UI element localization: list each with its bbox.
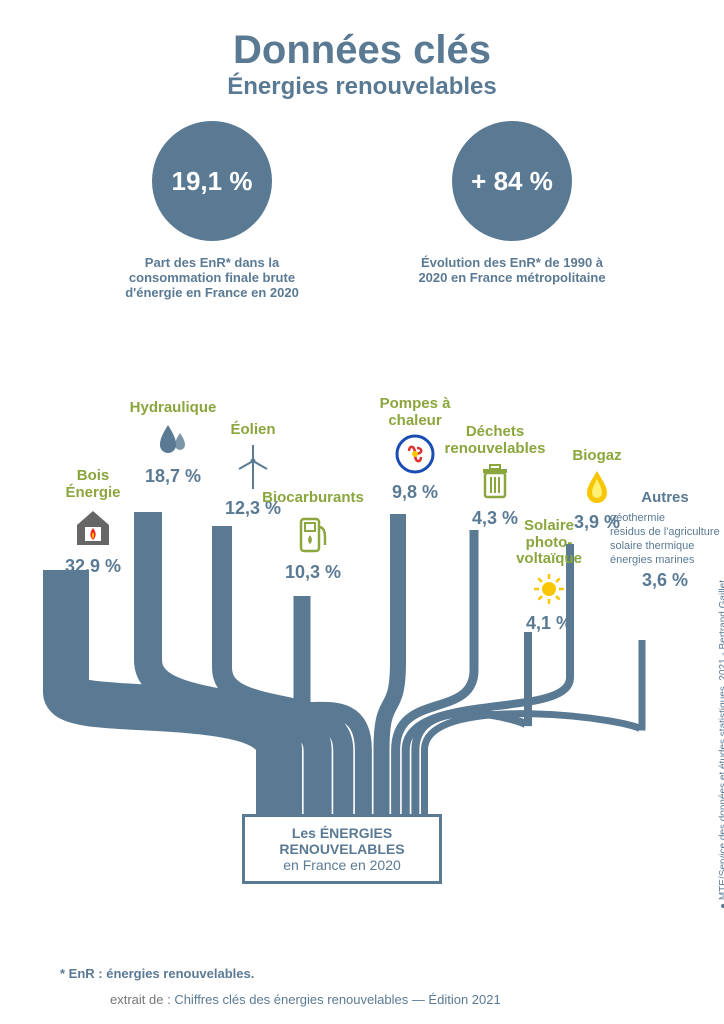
sankey-diagram: Les ÉNERGIES RENOUVELABLES en France en … (0, 340, 724, 900)
branch-label-biogaz: Biogaz (542, 448, 652, 465)
house-flame-icon (71, 505, 115, 554)
branch-label-autres: Autres (610, 490, 720, 507)
sink-line3: en France en 2020 (251, 857, 433, 873)
heat-pump-icon (394, 433, 436, 480)
flow-autres (425, 640, 643, 814)
branch-pct-biocarburants: 10,3 % (258, 562, 368, 583)
branch-pct-autres: 3,6 % (610, 570, 720, 591)
source-text: Chiffres clés des énergies renouvelables… (174, 992, 500, 1007)
source-line: extrait de : Chiffres clés des énergies … (110, 992, 501, 1007)
branch-dechets: Déchetsrenouvelables 4,3 % (440, 424, 550, 529)
autres-sublist: géothermierésidus de l'agriculturesolair… (610, 511, 720, 568)
fuel-pump-icon (293, 511, 333, 560)
branch-pct-bois: 32,9 % (38, 556, 148, 577)
kpi-share: 19,1 % Part des EnR* dans la consommatio… (112, 121, 312, 300)
kpi-evolution-value: + 84 % (471, 166, 553, 197)
sun-icon (532, 572, 566, 611)
branch-biocarburants: Biocarburants 10,3 % (258, 490, 368, 583)
kpi-share-value: 19,1 % (172, 166, 253, 197)
sink-line2: RENOUVELABLES (251, 841, 433, 857)
flame-icon (581, 469, 613, 510)
branch-label-eolien: Éolien (198, 422, 308, 439)
footnote-enr: * EnR : énergies renouvelables. (60, 966, 254, 981)
water-drop-icon (154, 421, 192, 464)
branch-label-dechets: Déchetsrenouvelables (440, 424, 550, 457)
wind-turbine-icon (233, 443, 273, 496)
subtitle: Énergies renouvelables (0, 73, 724, 101)
kpi-evolution-circle: + 84 % (452, 121, 572, 241)
branch-pct-solaire: 4,1 % (494, 613, 604, 634)
kpi-evolution-caption: Évolution des EnR* de 1990 à 2020 en Fra… (412, 255, 612, 285)
kpi-evolution: + 84 % Évolution des EnR* de 1990 à 2020… (412, 121, 612, 300)
branch-label-biocarburants: Biocarburants (258, 490, 368, 507)
kpi-row: 19,1 % Part des EnR* dans la consommatio… (0, 121, 724, 300)
sink-line1: Les ÉNERGIES (251, 825, 433, 841)
source-prefix: extrait de : (110, 992, 174, 1007)
trash-bin-icon (477, 461, 513, 506)
branch-label-hydraulique: Hydraulique (118, 400, 228, 417)
branch-autres: Autres géothermierésidus de l'agriculture… (610, 490, 720, 591)
credit-line: ● MTE/Service des données et études stat… (718, 580, 724, 909)
sankey-sink-box: Les ÉNERGIES RENOUVELABLES en France en … (242, 814, 442, 884)
kpi-share-circle: 19,1 % (152, 121, 272, 241)
branch-label-solaire: Solairephoto-voltaïque (494, 518, 604, 568)
main-title: Données clés (0, 28, 724, 73)
kpi-share-caption: Part des EnR* dans la consommation final… (112, 255, 312, 300)
branch-solaire: Solairephoto-voltaïque 4,1 % (494, 518, 604, 634)
